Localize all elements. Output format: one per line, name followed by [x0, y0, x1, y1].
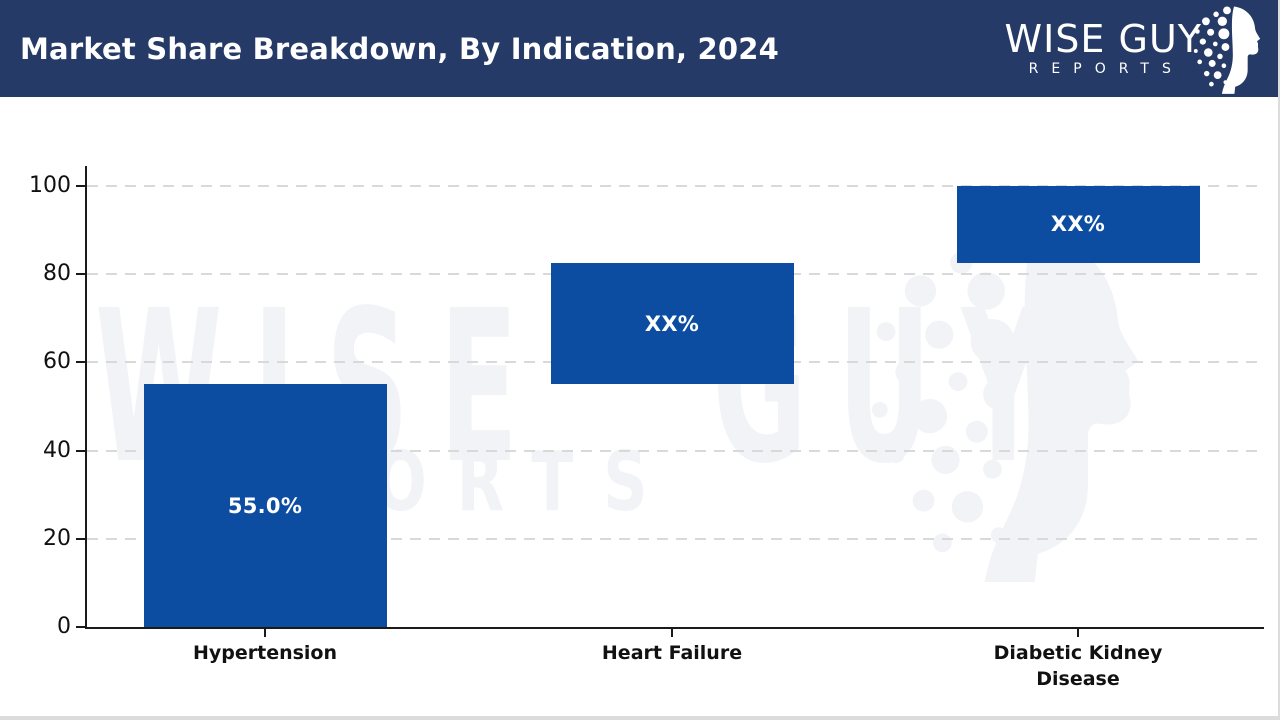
y-tick-label: 40 — [43, 437, 71, 463]
logo-text: WISE GUY REPORTS — [1005, 20, 1202, 77]
y-tick-label: 60 — [43, 349, 71, 375]
y-tick-label: 20 — [43, 525, 71, 551]
bar-value-label: XX% — [644, 311, 700, 336]
plot-area: 0 20 40 60 80 100 55.0% Hypertension XX% Heart Fa… — [29, 166, 1264, 690]
bar-value-label: 55.0% — [227, 493, 303, 518]
gridline — [87, 449, 1264, 452]
logo-wordmark: WISE GUY — [1004, 17, 1202, 61]
y-tick-mark — [76, 537, 85, 540]
bar-segment-heart-failure: XX% — [550, 263, 794, 385]
gridline — [87, 184, 1264, 187]
x-tick-mark — [264, 629, 266, 637]
logo-subtitle: REPORTS — [1028, 61, 1184, 77]
bar-segment-hypertension: 55.0% — [143, 384, 387, 627]
x-tick-mark — [1077, 629, 1079, 637]
bar-segment-diabetic-kidney: XX% — [956, 185, 1200, 264]
x-category-label: Diabetic Kidney Disease — [993, 642, 1163, 690]
y-tick-mark — [76, 184, 85, 187]
page-title: Market Share Breakdown, By Indication, 2… — [20, 31, 779, 66]
x-category-label: Heart Failure — [601, 642, 743, 664]
y-tick-label: 100 — [29, 172, 71, 198]
bottom-edge-band — [0, 716, 1278, 720]
y-tick-mark — [76, 361, 85, 364]
x-tick-mark — [671, 629, 673, 637]
bar-value-label: XX% — [1050, 212, 1106, 237]
x-category-label: Hypertension — [192, 642, 338, 664]
wise-guy-reports-logo: WISE GUY REPORTS — [1005, 4, 1266, 94]
y-tick-mark — [76, 626, 85, 628]
header-bar: Market Share Breakdown, By Indication, 2… — [0, 0, 1278, 97]
y-tick-label: 0 — [57, 614, 71, 639]
y-tick-label: 80 — [43, 261, 71, 287]
gridline — [87, 537, 1264, 540]
y-tick-mark — [76, 449, 85, 452]
y-tick-mark — [76, 273, 85, 276]
logo-head-icon — [1193, 5, 1261, 94]
